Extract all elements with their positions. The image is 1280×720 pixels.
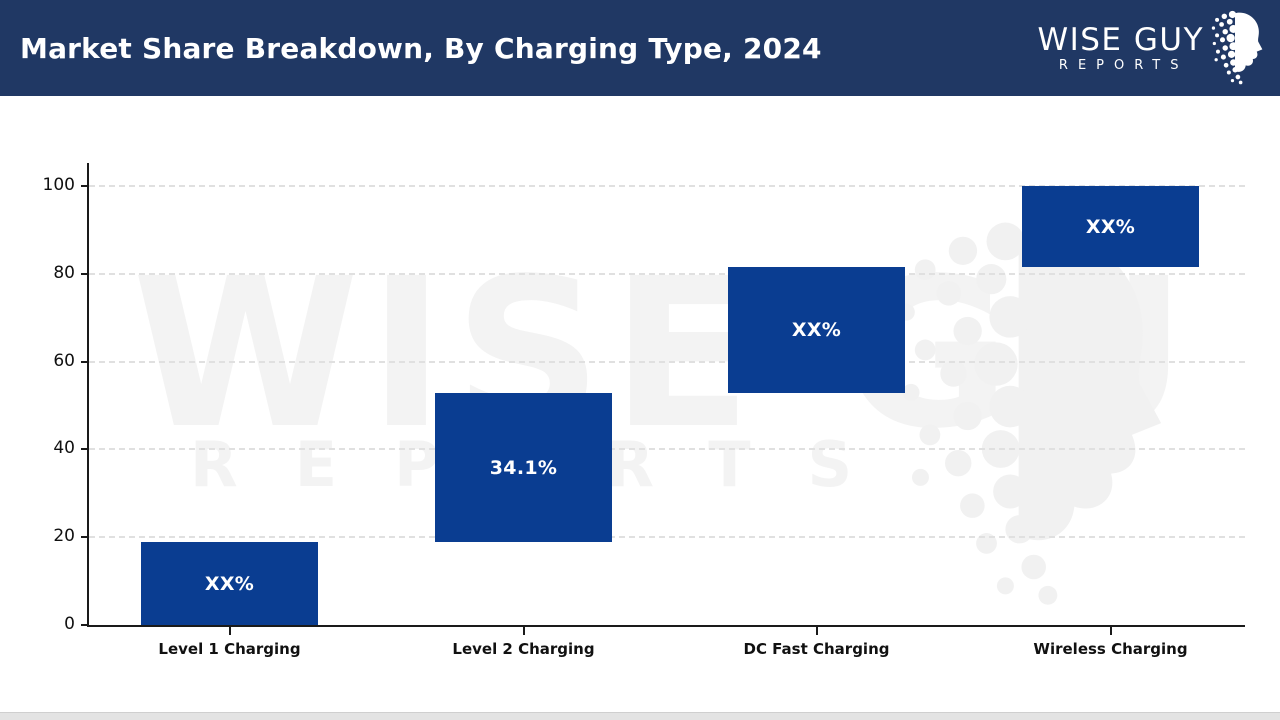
x-tick [522,627,525,635]
bar-value-label: XX% [791,318,842,341]
bottom-bar [0,712,1280,720]
wiseguy-head-icon [1208,9,1266,87]
page-title: Market Share Breakdown, By Charging Type… [20,31,822,65]
y-tick [81,624,89,626]
y-tick-label: 80 [53,262,75,283]
x-tick-label: DC Fast Charging [743,640,890,658]
x-tick-label: Level 1 Charging [158,640,301,658]
y-tick-label: 60 [53,350,75,371]
y-gridline [89,360,1245,363]
y-gridline [89,272,1245,275]
bar: XX% [728,267,905,393]
y-tick-label: 100 [42,175,75,195]
y-tick-label: 0 [64,614,75,634]
header: Market Share Breakdown, By Charging Type… [0,0,1280,96]
bar-value-label: XX% [1085,215,1136,238]
y-tick [81,185,89,187]
bar-value-label: 34.1% [489,456,558,479]
bar: 34.1% [435,392,612,543]
x-axis-spine [87,625,1245,627]
logo-wordmark: WISE GUY REPORTS [1037,23,1204,73]
y-tick [81,360,89,363]
y-gridline [89,536,1245,539]
bar-value-label: XX% [204,572,255,595]
x-tick [815,627,818,635]
bar: XX% [141,542,318,625]
y-gridline [89,448,1245,451]
bar: XX% [1022,186,1199,268]
bar-plot: 0 20 40 60 80 100 XX% Level 1 Charging 34.1% Leve… [0,96,1280,713]
y-tick-label: 40 [53,438,75,459]
y-tick [81,272,89,275]
wiseguy-logo: WISE GUY REPORTS [1037,6,1266,90]
x-tick-label: Wireless Charging [1033,640,1188,658]
x-tick [228,627,231,635]
x-tick-label: Level 2 Charging [452,640,595,658]
y-gridline [89,185,1245,187]
y-axis-spine [87,163,89,627]
logo-wordmark-line2: REPORTS [1058,58,1189,74]
y-tick [81,536,89,539]
y-tick [81,448,89,451]
y-tick-label: 20 [53,526,75,547]
logo-wordmark-line1: WISE GUY [1037,21,1204,58]
x-tick [1109,627,1112,635]
